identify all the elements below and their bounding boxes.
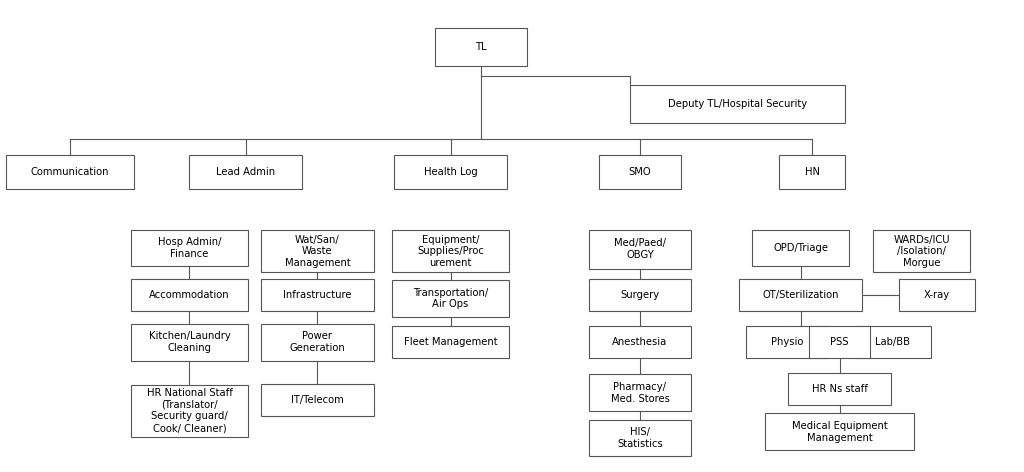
FancyBboxPatch shape	[391, 280, 510, 317]
FancyBboxPatch shape	[746, 326, 828, 358]
Text: Kitchen/Laundry
Cleaning: Kitchen/Laundry Cleaning	[148, 331, 230, 353]
Text: Medical Equipment
Management: Medical Equipment Management	[792, 421, 888, 443]
Text: HN: HN	[805, 167, 819, 177]
FancyBboxPatch shape	[131, 385, 248, 437]
FancyBboxPatch shape	[391, 230, 510, 272]
Text: Physio: Physio	[771, 337, 804, 347]
Text: OT/Sterilization: OT/Sterilization	[763, 290, 839, 300]
FancyBboxPatch shape	[131, 230, 248, 265]
FancyBboxPatch shape	[131, 324, 248, 361]
FancyBboxPatch shape	[779, 155, 846, 189]
Text: Equipment/
Supplies/Proc
urement: Equipment/ Supplies/Proc urement	[417, 235, 484, 268]
Text: Infrastructure: Infrastructure	[284, 290, 351, 300]
FancyBboxPatch shape	[589, 420, 691, 456]
Text: Wat/San/
Waste
Management: Wat/San/ Waste Management	[285, 235, 350, 268]
Text: Transportation/
Air Ops: Transportation/ Air Ops	[413, 287, 488, 309]
Text: Hosp Admin/
Finance: Hosp Admin/ Finance	[158, 237, 221, 259]
FancyBboxPatch shape	[765, 413, 913, 450]
FancyBboxPatch shape	[189, 155, 302, 189]
FancyBboxPatch shape	[131, 279, 248, 311]
FancyBboxPatch shape	[589, 326, 691, 358]
FancyBboxPatch shape	[809, 326, 870, 358]
FancyBboxPatch shape	[261, 384, 374, 416]
Text: Anesthesia: Anesthesia	[612, 337, 668, 347]
Text: Health Log: Health Log	[424, 167, 477, 177]
Text: HIS/
Statistics: HIS/ Statistics	[617, 427, 663, 449]
Text: X-ray: X-ray	[924, 290, 950, 300]
Text: HR National Staff
(Translator/
Security guard/
Cook/ Cleaner): HR National Staff (Translator/ Security …	[146, 388, 232, 433]
Text: OPD/Triage: OPD/Triage	[773, 243, 828, 253]
Text: Lab/BB: Lab/BB	[876, 337, 910, 347]
FancyBboxPatch shape	[788, 373, 891, 405]
FancyBboxPatch shape	[630, 85, 845, 123]
FancyBboxPatch shape	[589, 279, 691, 311]
FancyBboxPatch shape	[261, 279, 374, 311]
Text: Fleet Management: Fleet Management	[403, 337, 498, 347]
Text: Lead Admin: Lead Admin	[216, 167, 275, 177]
Text: Communication: Communication	[31, 167, 109, 177]
FancyBboxPatch shape	[261, 324, 374, 361]
Text: Med/Paed/
OBGY: Med/Paed/ OBGY	[614, 238, 666, 260]
Text: TL: TL	[475, 42, 487, 52]
FancyBboxPatch shape	[752, 230, 850, 265]
FancyBboxPatch shape	[391, 326, 510, 358]
Text: HR Ns staff: HR Ns staff	[812, 384, 867, 395]
Text: Power
Generation: Power Generation	[290, 331, 345, 353]
FancyBboxPatch shape	[854, 326, 932, 358]
FancyBboxPatch shape	[6, 155, 133, 189]
FancyBboxPatch shape	[261, 230, 374, 272]
Text: IT/Telecom: IT/Telecom	[291, 395, 344, 405]
FancyBboxPatch shape	[739, 279, 862, 311]
Text: Pharmacy/
Med. Stores: Pharmacy/ Med. Stores	[610, 382, 670, 404]
FancyBboxPatch shape	[394, 155, 507, 189]
FancyBboxPatch shape	[589, 374, 691, 411]
FancyBboxPatch shape	[589, 230, 691, 269]
FancyBboxPatch shape	[872, 230, 971, 272]
Text: Accommodation: Accommodation	[150, 290, 229, 300]
FancyBboxPatch shape	[899, 279, 975, 311]
Text: PSS: PSS	[830, 337, 849, 347]
FancyBboxPatch shape	[435, 28, 527, 66]
Text: WARDs/ICU
/Isolation/
Morgue: WARDs/ICU /Isolation/ Morgue	[893, 235, 950, 268]
Text: SMO: SMO	[629, 167, 651, 177]
FancyBboxPatch shape	[599, 155, 681, 189]
Text: Deputy TL/Hospital Security: Deputy TL/Hospital Security	[668, 99, 807, 109]
Text: Surgery: Surgery	[621, 290, 659, 300]
